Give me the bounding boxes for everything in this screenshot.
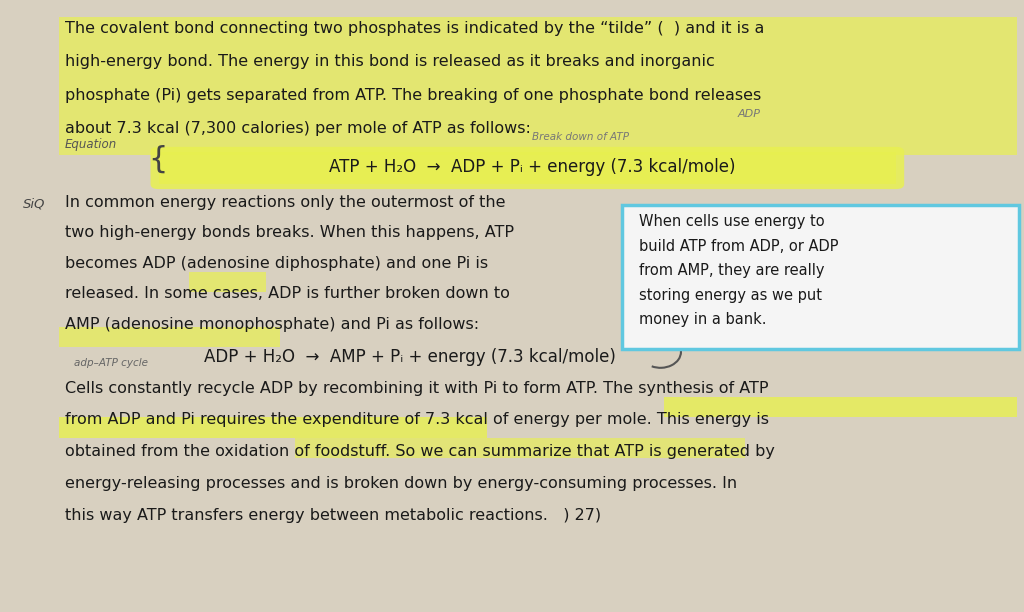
FancyBboxPatch shape	[622, 205, 1019, 349]
Text: Cells constantly recycle ADP by recombining it with Pi to form ATP. The synthesi: Cells constantly recycle ADP by recombin…	[65, 381, 768, 396]
Text: Equation: Equation	[65, 138, 117, 151]
Text: released. In some cases, ADP is further broken down to: released. In some cases, ADP is further …	[65, 286, 509, 302]
Text: Break down of ATP: Break down of ATP	[532, 132, 630, 141]
Text: ADP + H₂O  →  AMP + Pᵢ + energy (7.3 kcal/mole): ADP + H₂O → AMP + Pᵢ + energy (7.3 kcal/…	[204, 348, 615, 365]
Text: from AMP, they are really: from AMP, they are really	[639, 263, 824, 278]
Text: money in a bank.: money in a bank.	[639, 312, 767, 327]
Text: The covalent bond connecting two phosphates is indicated by the “tilde” (  ) and: The covalent bond connecting two phospha…	[65, 21, 764, 37]
Text: becomes ADP (adenosine diphosphate) and one Pi is: becomes ADP (adenosine diphosphate) and …	[65, 256, 487, 271]
Text: SiQ: SiQ	[23, 198, 45, 211]
FancyBboxPatch shape	[151, 147, 904, 189]
Text: ADP: ADP	[737, 109, 760, 119]
FancyBboxPatch shape	[159, 152, 896, 184]
FancyBboxPatch shape	[59, 327, 280, 347]
Text: In common energy reactions only the outermost of the: In common energy reactions only the oute…	[65, 195, 505, 210]
Text: obtained from the oxidation of foodstuff. So we can summarize that ATP is genera: obtained from the oxidation of foodstuff…	[65, 444, 774, 460]
Text: phosphate (Pi) gets separated from ATP. The breaking of one phosphate bond relea: phosphate (Pi) gets separated from ATP. …	[65, 88, 761, 103]
FancyBboxPatch shape	[664, 397, 1017, 417]
Text: build ATP from ADP, or ADP: build ATP from ADP, or ADP	[639, 239, 839, 254]
Text: energy-releasing processes and is broken down by energy-consuming processes. In: energy-releasing processes and is broken…	[65, 476, 736, 491]
Text: {: {	[148, 145, 168, 174]
Text: AMP (adenosine monophosphate) and Pi as follows:: AMP (adenosine monophosphate) and Pi as …	[65, 317, 478, 332]
FancyBboxPatch shape	[189, 272, 266, 292]
Text: ATP + H₂O  →  ADP + Pᵢ + energy (7.3 kcal/mole): ATP + H₂O → ADP + Pᵢ + energy (7.3 kcal/…	[330, 158, 735, 176]
FancyBboxPatch shape	[59, 17, 1017, 155]
Text: about 7.3 kcal (7,300 calories) per mole of ATP as follows:: about 7.3 kcal (7,300 calories) per mole…	[65, 121, 530, 136]
FancyBboxPatch shape	[295, 438, 745, 458]
Text: two high-energy bonds breaks. When this happens, ATP: two high-energy bonds breaks. When this …	[65, 225, 513, 241]
Text: When cells use energy to: When cells use energy to	[639, 214, 824, 230]
Text: this way ATP transfers energy between metabolic reactions.   ) 27): this way ATP transfers energy between me…	[65, 508, 601, 523]
Text: storing energy as we put: storing energy as we put	[639, 288, 822, 303]
Text: from ADP and Pi requires the expenditure of 7.3 kcal of energy per mole. This en: from ADP and Pi requires the expenditure…	[65, 412, 768, 428]
Text: adp–ATP cycle: adp–ATP cycle	[74, 358, 147, 368]
Text: high-energy bond. The energy in this bond is released as it breaks and inorganic: high-energy bond. The energy in this bon…	[65, 54, 715, 70]
FancyBboxPatch shape	[59, 417, 487, 438]
